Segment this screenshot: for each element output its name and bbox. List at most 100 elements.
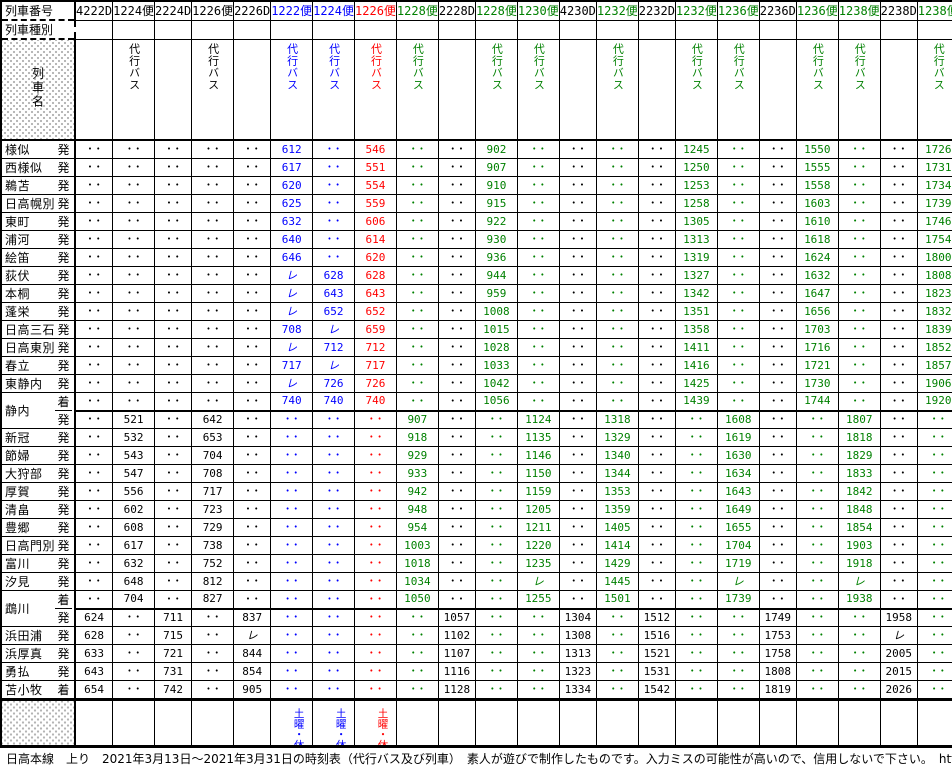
no-service-dots: ••	[571, 433, 589, 441]
time-cell: ••	[837, 374, 881, 393]
time-cell: 1318	[595, 409, 639, 429]
no-service-dots: ••	[206, 199, 223, 207]
time-cell: ••	[674, 446, 718, 465]
time-cell: ••	[879, 158, 918, 177]
no-service-dots: ••	[327, 577, 344, 585]
time-cell: 738	[191, 536, 235, 555]
station-inner: 富川 発	[2, 556, 73, 572]
no-service-dots: ••	[327, 523, 344, 531]
no-service-dots: ••	[771, 505, 789, 513]
no-service-dots: ••	[892, 577, 909, 585]
time-cell: 1842	[837, 482, 881, 501]
no-service-dots: ••	[450, 325, 468, 333]
time-cell: 742	[154, 680, 193, 700]
no-service-dots: ••	[690, 469, 707, 477]
time-cell: ••	[516, 284, 560, 303]
station-name: 浜厚真	[5, 647, 43, 661]
train-type-cell	[637, 19, 676, 40]
train-type-label: 列車種別	[0, 19, 77, 40]
no-service-dots: ••	[532, 307, 549, 315]
time-cell: ••	[270, 518, 314, 537]
no-service-dots: ••	[87, 307, 105, 315]
time-cell: ••	[395, 607, 439, 627]
no-service-dots: ••	[771, 235, 789, 243]
time-cell: ••	[312, 662, 356, 681]
time-cell: ••	[758, 392, 797, 411]
no-service-dots: ••	[411, 181, 428, 189]
no-service-dots: ••	[853, 379, 870, 387]
time-cell: ••	[558, 356, 597, 375]
time-cell: ••	[74, 482, 114, 501]
no-service-dots: ••	[771, 541, 789, 549]
time-cell: ••	[474, 464, 518, 483]
time-cell: ••	[716, 139, 760, 159]
station-name: 富川	[5, 557, 31, 571]
time-cell: ••	[879, 409, 918, 429]
time-cell: レ	[270, 374, 314, 393]
time-cell: ••	[758, 320, 797, 339]
no-service-dots: ••	[166, 505, 184, 513]
no-service-dots: ••	[127, 199, 144, 207]
train-number-cell: 1230便	[516, 0, 560, 21]
no-service-dots: ••	[166, 253, 184, 261]
time-cell: ••	[916, 428, 952, 447]
no-service-dots: ••	[771, 594, 789, 603]
no-service-dots: ••	[853, 667, 870, 675]
time-cell: 1344	[595, 464, 639, 483]
station-name: 苫小牧	[5, 683, 43, 697]
time-cell: ••	[758, 284, 797, 303]
time-cell: 915	[474, 194, 518, 213]
remark-cell	[716, 698, 760, 745]
remark-cell	[112, 698, 156, 745]
remark-cell	[637, 698, 676, 745]
time-cell: ••	[879, 500, 918, 519]
time-cell: 2015	[879, 662, 918, 681]
time-cell: ••	[758, 356, 797, 375]
train-type-cell	[474, 19, 518, 40]
time-cell: 1558	[795, 176, 839, 195]
time-cell: ••	[191, 212, 235, 231]
no-service-dots: ••	[932, 451, 949, 459]
no-service-dots: ••	[411, 361, 428, 369]
no-service-dots: ••	[327, 541, 344, 549]
no-service-dots: ••	[490, 613, 507, 622]
remark-text: 土曜・休日と8/25～3/31は運休	[321, 703, 347, 745]
no-service-dots: ••	[166, 523, 184, 531]
no-service-dots: ••	[327, 235, 344, 243]
no-service-dots: ••	[732, 649, 749, 657]
no-service-dots: ••	[166, 235, 184, 243]
station-row: 日高幌別発 •• •• •• •• •• 625 •• 559 •• •• 915 •• •• •• •• 12…	[0, 194, 952, 213]
time-cell: レ	[312, 356, 356, 375]
time-cell: ••	[191, 302, 235, 321]
time-cell: ••	[437, 284, 476, 303]
time-cell: 1852	[916, 338, 952, 357]
time-cell: ••	[354, 644, 397, 663]
no-service-dots: ••	[771, 253, 789, 261]
no-service-dots: ••	[690, 451, 707, 459]
no-service-dots: ••	[450, 523, 468, 531]
no-service-dots: ••	[650, 253, 668, 261]
time-cell: ••	[74, 374, 114, 393]
station-cell: 日高東別発	[0, 338, 77, 357]
pass-symbol: レ	[732, 574, 744, 588]
no-service-dots: ••	[571, 379, 589, 387]
no-service-dots: ••	[853, 613, 870, 622]
no-service-dots: ••	[571, 594, 589, 603]
time-cell: ••	[637, 176, 676, 195]
no-service-dots: ••	[245, 253, 263, 261]
no-service-dots: ••	[245, 199, 263, 207]
marker-column: 発	[55, 141, 72, 158]
no-service-dots: ••	[206, 379, 223, 387]
time-cell: ••	[354, 482, 397, 501]
time-cell: 628	[312, 266, 356, 285]
no-service-dots: ••	[450, 505, 468, 513]
time-cell: ••	[837, 266, 881, 285]
time-cell: レ	[270, 302, 314, 321]
train-type-cell	[112, 19, 156, 40]
time-cell: ••	[154, 374, 193, 393]
no-service-dots: ••	[690, 631, 707, 639]
no-service-dots: ••	[571, 505, 589, 513]
marker-column: 発	[55, 160, 72, 176]
train-number-cell: 2232D	[637, 0, 676, 21]
marker-column: 着	[55, 682, 72, 699]
